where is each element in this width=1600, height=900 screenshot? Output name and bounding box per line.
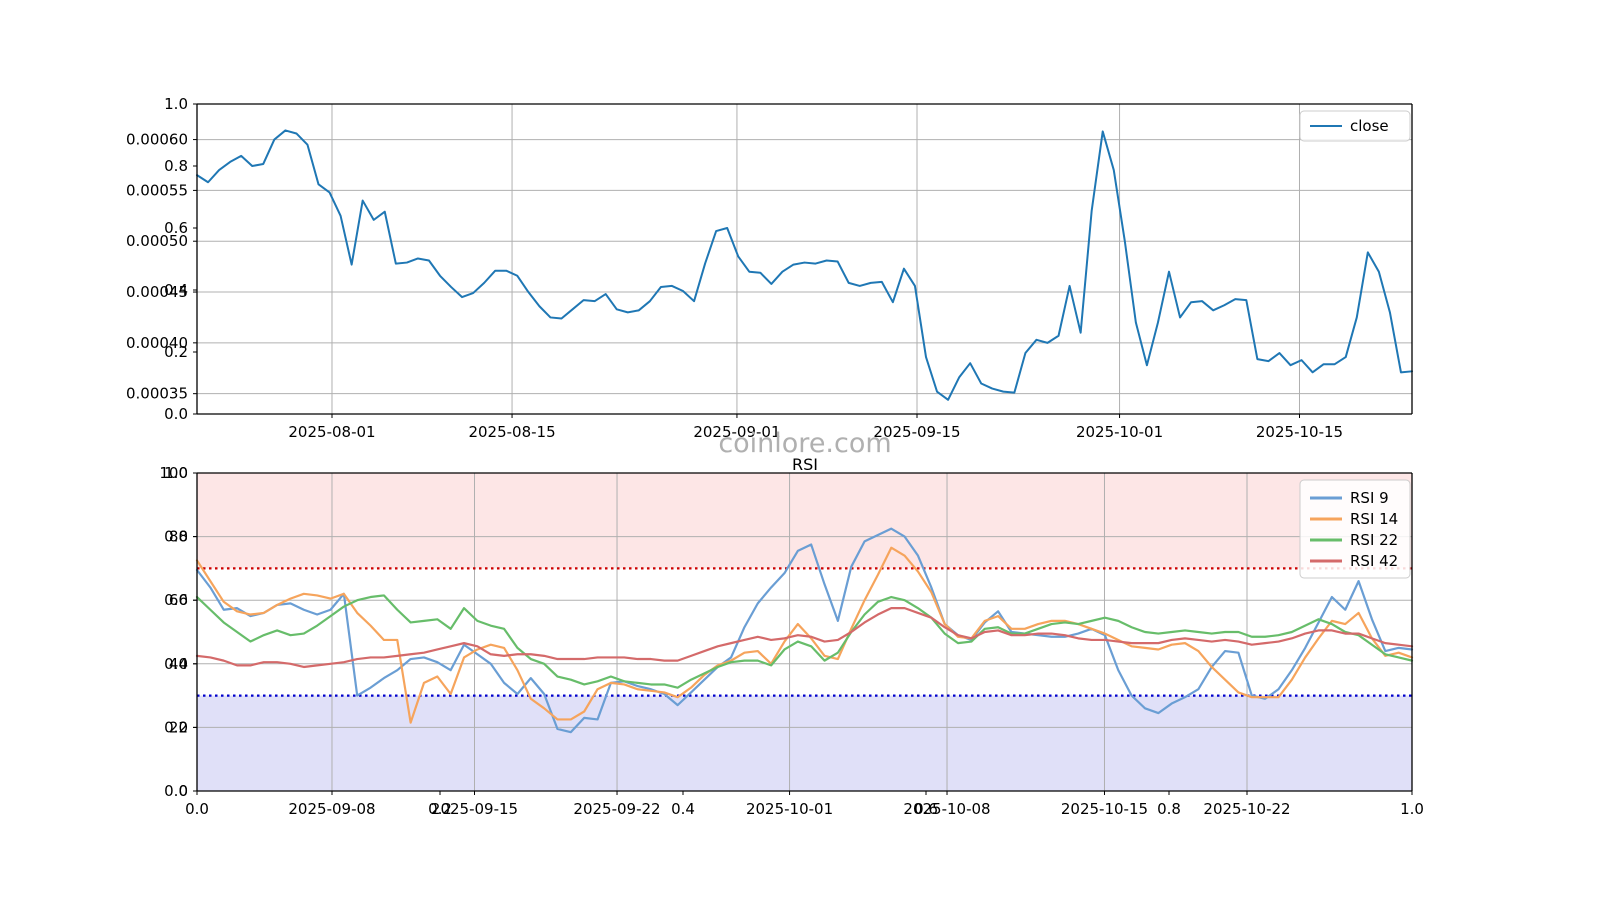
price-ytick-label: 0.00040 bbox=[126, 334, 188, 352]
rsi-secondary-xtick-label: 0.2 bbox=[428, 800, 452, 818]
price-secondary-ytick-label: 0.4 bbox=[164, 281, 188, 299]
price-secondary-ytick-label: 0.8 bbox=[164, 157, 188, 175]
price-xtick-label: 2025-08-01 bbox=[288, 423, 375, 441]
rsi-ytick-label: 20 bbox=[169, 718, 188, 736]
rsi-xtick-label: 2025-10-08 bbox=[903, 800, 990, 818]
rsi-secondary-ytick-label: 0.2 bbox=[164, 718, 188, 736]
price-secondary-ytick-label: 0.2 bbox=[164, 343, 188, 361]
price-legend-label-close: close bbox=[1350, 117, 1389, 135]
rsi-secondary-ytick-label: 1.0 bbox=[164, 464, 188, 482]
price-xtick-label: 2025-09-15 bbox=[873, 423, 960, 441]
price-legend-frame bbox=[1299, 110, 1411, 142]
price-legend[interactable]: close bbox=[1299, 110, 1411, 142]
price-ytick-label: 0.00060 bbox=[126, 131, 188, 149]
rsi-xtick-label: 2025-09-15 bbox=[431, 800, 518, 818]
rsi-ytick-label: 60 bbox=[169, 591, 188, 609]
price-secondary-ytick-label: 1.0 bbox=[164, 95, 188, 113]
rsi-ytick-label: 100 bbox=[159, 464, 188, 482]
rsi-overbought-band bbox=[197, 473, 1412, 569]
rsi-legend-label-rsi-42: RSI 42 bbox=[1350, 552, 1398, 570]
rsi-secondary-xtick-label: 0.8 bbox=[1157, 800, 1181, 818]
rsi-secondary-xtick-label: 0.6 bbox=[914, 800, 938, 818]
price-xtick-label: 2025-10-01 bbox=[1076, 423, 1163, 441]
rsi-legend-label-rsi-9: RSI 9 bbox=[1350, 489, 1389, 507]
price-secondary-ytick-label: 0.0 bbox=[164, 405, 188, 423]
rsi-legend-label-rsi-22: RSI 22 bbox=[1350, 531, 1398, 549]
price-series-close bbox=[196, 129, 1413, 401]
rsi-series-rsi-14 bbox=[195, 546, 1414, 724]
price-panel: 0.00035 0.00040 0.00045 0.00050 0.00055 0.000… bbox=[126, 95, 1413, 441]
rsi-panel: 0 20 40 60 80 100 0.0 0.2 0.4 0.6 0.8 1.0 2025-09-08… bbox=[159, 464, 1424, 818]
rsi-secondary-ytick-label: 0.6 bbox=[164, 591, 188, 609]
price-ytick-label: 0.00045 bbox=[126, 283, 188, 301]
rsi-xtick-label: 2025-09-22 bbox=[573, 800, 660, 818]
rsi-xtick-label: 2025-10-01 bbox=[746, 800, 833, 818]
rsi-secondary-ytick-label: 0.8 bbox=[164, 528, 188, 546]
rsi-secondary-xtick-label: 0.4 bbox=[671, 800, 695, 818]
rsi-secondary-xtick-label: 0.0 bbox=[185, 800, 209, 818]
rsi-xtick-label: 2025-10-15 bbox=[1061, 800, 1148, 818]
rsi-series-rsi-22 bbox=[195, 594, 1414, 689]
price-xtick-label: 2025-10-15 bbox=[1256, 423, 1343, 441]
rsi-legend-label-rsi-14: RSI 14 bbox=[1350, 510, 1398, 528]
rsi-ytick-label: 40 bbox=[169, 655, 188, 673]
price-ytick-label: 0.00055 bbox=[126, 181, 188, 199]
rsi-xtick-label: 2025-10-22 bbox=[1203, 800, 1290, 818]
price-xtick-label: 2025-09-01 bbox=[693, 423, 780, 441]
rsi-series-rsi-9 bbox=[195, 527, 1414, 734]
rsi-legend-frame bbox=[1299, 479, 1411, 579]
rsi-secondary-xtick-label: 1.0 bbox=[1400, 800, 1424, 818]
watermark: coinlore.com bbox=[718, 428, 891, 459]
rsi-ytick-label: 0 bbox=[178, 782, 188, 800]
rsi-secondary-ytick-label: 0.4 bbox=[164, 655, 188, 673]
rsi-legend[interactable]: RSI 9 RSI 14 RSI 22 RSI 42 bbox=[1299, 479, 1411, 579]
rsi-oversold-band bbox=[197, 695, 1412, 791]
rsi-secondary-ytick-label: 0.0 bbox=[164, 782, 188, 800]
rsi-title: RSI bbox=[792, 455, 818, 474]
rsi-ytick-label: 80 bbox=[169, 528, 188, 546]
price-xtick-label: 2025-08-15 bbox=[468, 423, 555, 441]
price-ytick-label: 0.00035 bbox=[126, 385, 188, 403]
rsi-series-rsi-42 bbox=[195, 607, 1414, 669]
price-ytick-label: 0.00050 bbox=[126, 232, 188, 250]
rsi-xtick-label: 2025-09-08 bbox=[288, 800, 375, 818]
price-secondary-ytick-label: 0.6 bbox=[164, 219, 188, 237]
